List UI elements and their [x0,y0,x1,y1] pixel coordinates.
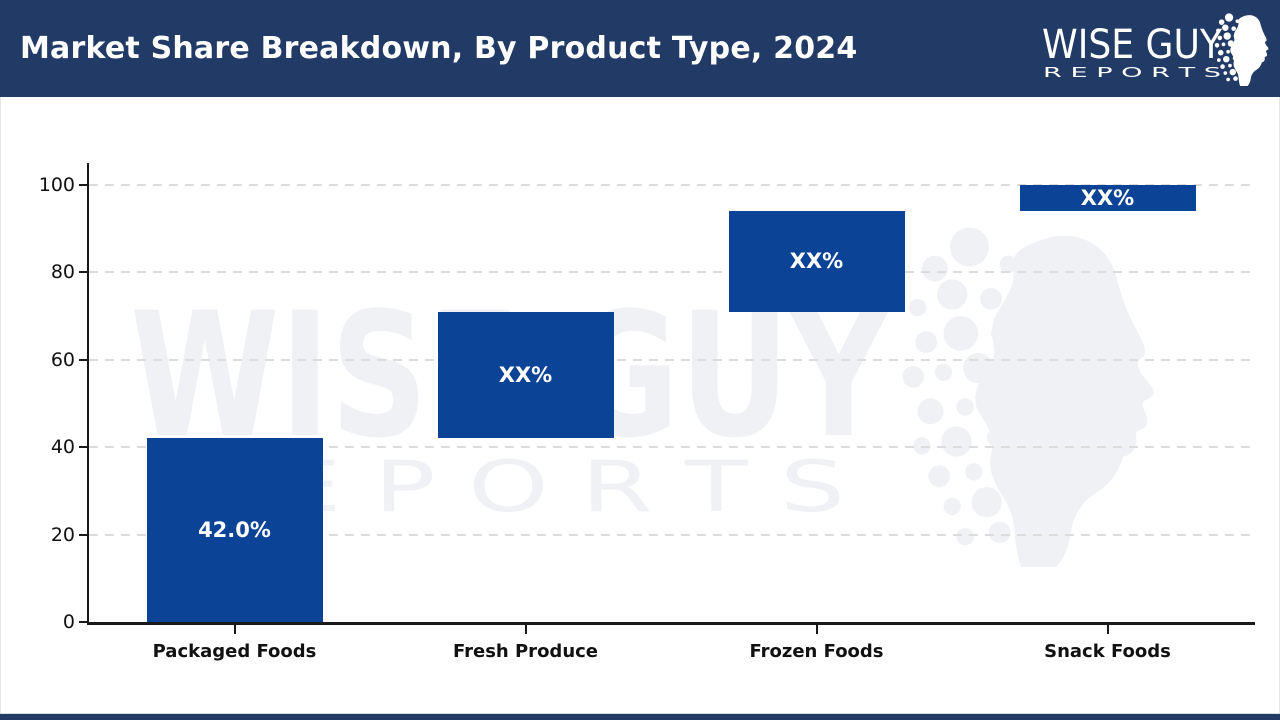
logo-subtitle: R E P O R T S [1043,66,1221,81]
bar-value-label: XX% [498,363,553,387]
gridline [89,271,1253,274]
bar-value-label: 42.0% [198,518,271,543]
plot-area: 0 20 40 60 80 100 42.0% Packaged Foods XX% Fresh … [39,163,1255,662]
y-axis-tick-label: 40 [50,436,75,459]
x-axis-line [87,622,1255,625]
y-axis-tick-label: 0 [62,611,75,633]
footer-bar [0,714,1280,720]
bar: XX% [1019,184,1196,212]
x-axis-tick [233,625,236,634]
x-category-label: Packaged Foods [152,641,317,662]
y-axis-tick-label: 20 [50,523,75,546]
y-axis-tick [79,446,87,449]
y-axis-tick-label: 60 [50,348,75,371]
x-axis-tick [524,625,527,634]
y-axis-tick [79,533,87,536]
gridline [89,358,1253,361]
y-axis-tick-label: 80 [50,261,75,284]
x-axis-tick [1106,625,1109,634]
chart-area: WISE GUY R E P O R T S 0 20 40 60 80 100 42.0%… [0,97,1280,714]
x-axis-tick [815,625,818,634]
header-bar: Market Share Breakdown, By Product Type,… [0,0,1280,97]
x-category-label: Frozen Foods [749,641,884,662]
y-axis-tick [79,621,87,623]
x-category-label: Snack Foods [1044,641,1171,662]
bar: 42.0% [146,438,323,622]
wiseguy-logo: WISE GUY R E P O R T S [1042,13,1269,86]
page-title: Market Share Breakdown, By Product Type,… [20,31,858,66]
bar: XX% [437,311,614,439]
logo-wordmark: WISE GUY [1042,22,1223,68]
bar-value-label: XX% [1080,185,1135,210]
y-axis-tick [79,183,87,186]
y-axis-tick [79,271,87,274]
logo-head-icon [1214,13,1269,86]
gridline [89,446,1253,449]
y-axis-tick [79,358,87,361]
gridline [89,183,1253,186]
bar: XX% [728,211,905,312]
footer-divider [0,713,1280,714]
gridline [89,533,1253,536]
bar-value-label: XX% [789,249,844,274]
y-axis-tick-label: 100 [38,173,75,196]
y-axis-spine [87,163,89,625]
x-category-label: Fresh Produce [452,641,599,662]
